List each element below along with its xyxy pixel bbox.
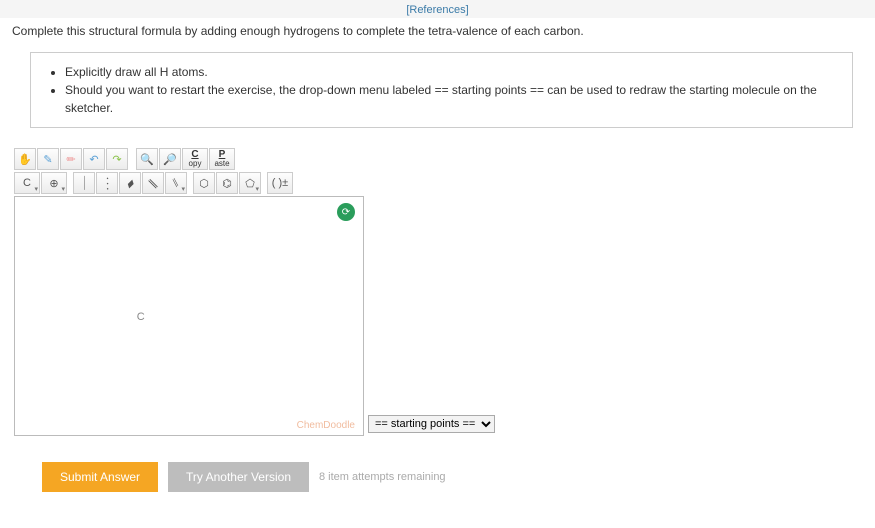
try-another-version-button[interactable]: Try Another Version (168, 462, 309, 492)
copy-label-bot: opy (189, 160, 202, 168)
eraser-icon: ✏ (66, 153, 75, 166)
eraser-tool-button[interactable]: ✏ (60, 148, 82, 170)
attribute-icon: ⊕ (49, 177, 58, 190)
recessed-bond-button[interactable]: ⋰ (96, 172, 118, 194)
redo-icon: ↷ (112, 153, 121, 166)
zoom-out-button[interactable]: 🔎 (159, 148, 181, 170)
more-bonds-icon: ⫽ (170, 177, 183, 190)
double-bond-button[interactable]: ∥ (142, 172, 164, 194)
undo-button[interactable]: ↶ (83, 148, 105, 170)
attempts-remaining-text: 8 item attempts remaining (319, 471, 446, 483)
sketcher-canvas[interactable]: ⟳ C ChemDoodle (14, 196, 364, 436)
canvas-marker-icon: ⟳ (337, 203, 355, 221)
references-link[interactable]: [References] (406, 4, 468, 16)
paste-button[interactable]: P aste (209, 148, 235, 170)
lasso-tool-button[interactable]: ✎ (37, 148, 59, 170)
submit-answer-button[interactable]: Submit Answer (42, 462, 158, 492)
charge-tool-button[interactable]: ( )± (267, 172, 293, 194)
instruction-text: == starting points == (435, 83, 544, 97)
instruction-item: Should you want to restart the exercise,… (65, 81, 836, 117)
redo-button[interactable]: ↷ (106, 148, 128, 170)
zoom-in-icon: 🔍 (140, 153, 154, 166)
question-prompt: Complete this structural formula by addi… (12, 24, 863, 38)
instruction-box: Explicitly draw all H atoms. Should you … (30, 52, 853, 128)
lasso-icon: ✎ (43, 153, 52, 166)
protruding-bond-button[interactable]: ▰ (119, 172, 141, 194)
instruction-text: Should you want to restart the exercise,… (65, 83, 435, 97)
benzene-button[interactable]: ⌬ (216, 172, 238, 194)
single-bond-icon: ／ (74, 173, 93, 192)
starting-points-select[interactable]: == starting points == (368, 415, 495, 433)
undo-icon: ↶ (89, 153, 98, 166)
hand-tool-button[interactable]: ✋ (14, 148, 36, 170)
canvas-watermark: ChemDoodle (297, 420, 355, 431)
instruction-item: Explicitly draw all H atoms. (65, 63, 836, 81)
element-picker-button[interactable]: C (14, 172, 40, 194)
more-bonds-button[interactable]: ⫽ (165, 172, 187, 194)
charge-label: ( )± (272, 177, 288, 189)
canvas-atom-label: C (137, 311, 145, 323)
element-label: C (23, 177, 31, 189)
sketcher-toolbar: ✋ ✎ ✏ ↶ ↷ 🔍 🔎 C opy P aste C ⊕ ／ ⋰ ▰ ∥ (14, 148, 863, 436)
more-rings-button[interactable]: ⬠ (239, 172, 261, 194)
zoom-in-button[interactable]: 🔍 (136, 148, 158, 170)
copy-button[interactable]: C opy (182, 148, 208, 170)
paste-label-bot: aste (214, 160, 229, 168)
pentagon-icon: ⬠ (245, 177, 255, 190)
hexagon-icon: ⬡ (199, 177, 209, 190)
cyclohexane-button[interactable]: ⬡ (193, 172, 215, 194)
action-button-row: Submit Answer Try Another Version 8 item… (42, 462, 863, 492)
recessed-bond-icon: ⋰ (99, 175, 116, 192)
single-bond-button[interactable]: ／ (73, 172, 95, 194)
double-bond-icon: ∥ (146, 176, 159, 189)
protruding-bond-icon: ▰ (122, 175, 137, 190)
main-content: Complete this structural formula by addi… (0, 18, 875, 528)
attribute-picker-button[interactable]: ⊕ (41, 172, 67, 194)
hand-icon: ✋ (18, 153, 32, 166)
zoom-out-icon: 🔎 (163, 153, 177, 166)
benzene-icon: ⌬ (222, 177, 232, 190)
